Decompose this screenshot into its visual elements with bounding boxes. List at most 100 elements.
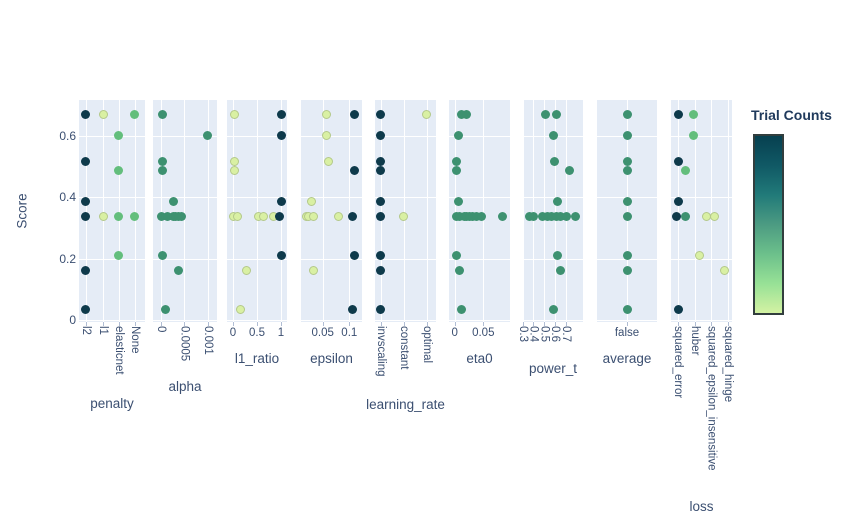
data-point[interactable]	[553, 197, 563, 207]
data-point[interactable]	[551, 110, 561, 120]
data-point[interactable]	[81, 266, 91, 276]
data-point[interactable]	[524, 212, 534, 222]
data-point[interactable]	[454, 266, 464, 276]
data-point[interactable]	[130, 212, 140, 222]
data-point[interactable]	[476, 212, 486, 222]
data-point[interactable]	[157, 157, 167, 167]
data-point[interactable]	[376, 166, 386, 176]
data-point[interactable]	[156, 212, 166, 222]
data-point[interactable]	[158, 166, 168, 176]
data-point[interactable]	[456, 304, 466, 314]
data-point[interactable]	[689, 131, 699, 140]
data-point[interactable]	[98, 212, 108, 222]
data-point[interactable]	[169, 197, 179, 207]
data-point[interactable]	[376, 131, 386, 140]
data-point[interactable]	[333, 212, 343, 222]
subplot-panel-penalty[interactable]	[79, 100, 145, 322]
data-point[interactable]	[622, 304, 632, 314]
subplot-panel-eta0[interactable]	[449, 100, 510, 322]
data-point[interactable]	[555, 266, 565, 276]
subplot-panel-loss[interactable]	[671, 100, 732, 322]
data-point[interactable]	[276, 110, 286, 120]
data-point[interactable]	[350, 166, 360, 176]
data-point[interactable]	[549, 157, 559, 167]
data-point[interactable]	[622, 131, 632, 140]
data-point[interactable]	[673, 304, 683, 314]
data-point[interactable]	[323, 157, 333, 167]
data-point[interactable]	[497, 212, 507, 222]
data-point[interactable]	[321, 131, 331, 140]
data-point[interactable]	[114, 166, 124, 176]
data-point[interactable]	[399, 212, 409, 222]
data-point[interactable]	[540, 110, 550, 120]
data-point[interactable]	[555, 212, 565, 222]
data-point[interactable]	[622, 266, 632, 276]
data-point[interactable]	[308, 212, 318, 222]
data-point[interactable]	[350, 250, 360, 260]
data-point[interactable]	[81, 197, 91, 207]
data-point[interactable]	[622, 166, 632, 176]
data-point[interactable]	[258, 212, 268, 222]
data-point[interactable]	[230, 110, 240, 120]
data-point[interactable]	[622, 212, 632, 222]
data-point[interactable]	[348, 304, 358, 314]
data-point[interactable]	[130, 110, 140, 120]
data-point[interactable]	[453, 131, 463, 140]
data-point[interactable]	[461, 110, 471, 120]
data-point[interactable]	[552, 250, 562, 260]
data-point[interactable]	[376, 110, 386, 120]
data-point[interactable]	[680, 166, 690, 176]
data-point[interactable]	[230, 166, 240, 176]
data-point[interactable]	[453, 197, 463, 207]
subplot-panel-average[interactable]	[597, 100, 657, 322]
data-point[interactable]	[529, 212, 539, 222]
data-point[interactable]	[571, 212, 581, 222]
data-point[interactable]	[376, 197, 386, 207]
subplot-panel-l1_ratio[interactable]	[227, 100, 287, 322]
data-point[interactable]	[232, 212, 242, 222]
data-point[interactable]	[114, 212, 124, 222]
data-point[interactable]	[673, 157, 683, 167]
subplot-panel-alpha[interactable]	[153, 100, 217, 322]
data-point[interactable]	[710, 212, 720, 222]
data-point[interactable]	[451, 157, 461, 167]
data-point[interactable]	[157, 250, 167, 260]
data-point[interactable]	[622, 197, 632, 207]
data-point[interactable]	[622, 157, 632, 167]
data-point[interactable]	[561, 212, 571, 222]
data-point[interactable]	[230, 157, 240, 167]
data-point[interactable]	[202, 131, 212, 140]
data-point[interactable]	[275, 212, 285, 222]
data-point[interactable]	[452, 166, 462, 176]
subplot-panel-power_t[interactable]	[523, 100, 583, 322]
data-point[interactable]	[276, 250, 286, 260]
data-point[interactable]	[98, 110, 108, 120]
data-point[interactable]	[276, 131, 286, 140]
data-point[interactable]	[376, 157, 386, 167]
data-point[interactable]	[672, 212, 682, 222]
data-point[interactable]	[376, 212, 386, 222]
subplot-panel-learning_rate[interactable]	[375, 100, 436, 322]
data-point[interactable]	[114, 131, 124, 140]
data-point[interactable]	[548, 304, 558, 314]
data-point[interactable]	[376, 250, 386, 260]
data-point[interactable]	[162, 212, 172, 222]
data-point[interactable]	[81, 304, 91, 314]
data-point[interactable]	[673, 110, 683, 120]
data-point[interactable]	[306, 197, 316, 207]
data-point[interactable]	[565, 166, 575, 176]
data-point[interactable]	[548, 131, 558, 140]
data-point[interactable]	[321, 110, 331, 120]
data-point[interactable]	[81, 212, 91, 222]
data-point[interactable]	[173, 266, 183, 276]
data-point[interactable]	[276, 197, 286, 207]
data-point[interactable]	[422, 110, 432, 120]
data-point[interactable]	[673, 197, 683, 207]
data-point[interactable]	[622, 110, 632, 120]
data-point[interactable]	[451, 250, 461, 260]
data-point[interactable]	[680, 212, 690, 222]
data-point[interactable]	[376, 304, 386, 314]
data-point[interactable]	[114, 250, 124, 260]
data-point[interactable]	[622, 250, 632, 260]
data-point[interactable]	[235, 304, 245, 314]
